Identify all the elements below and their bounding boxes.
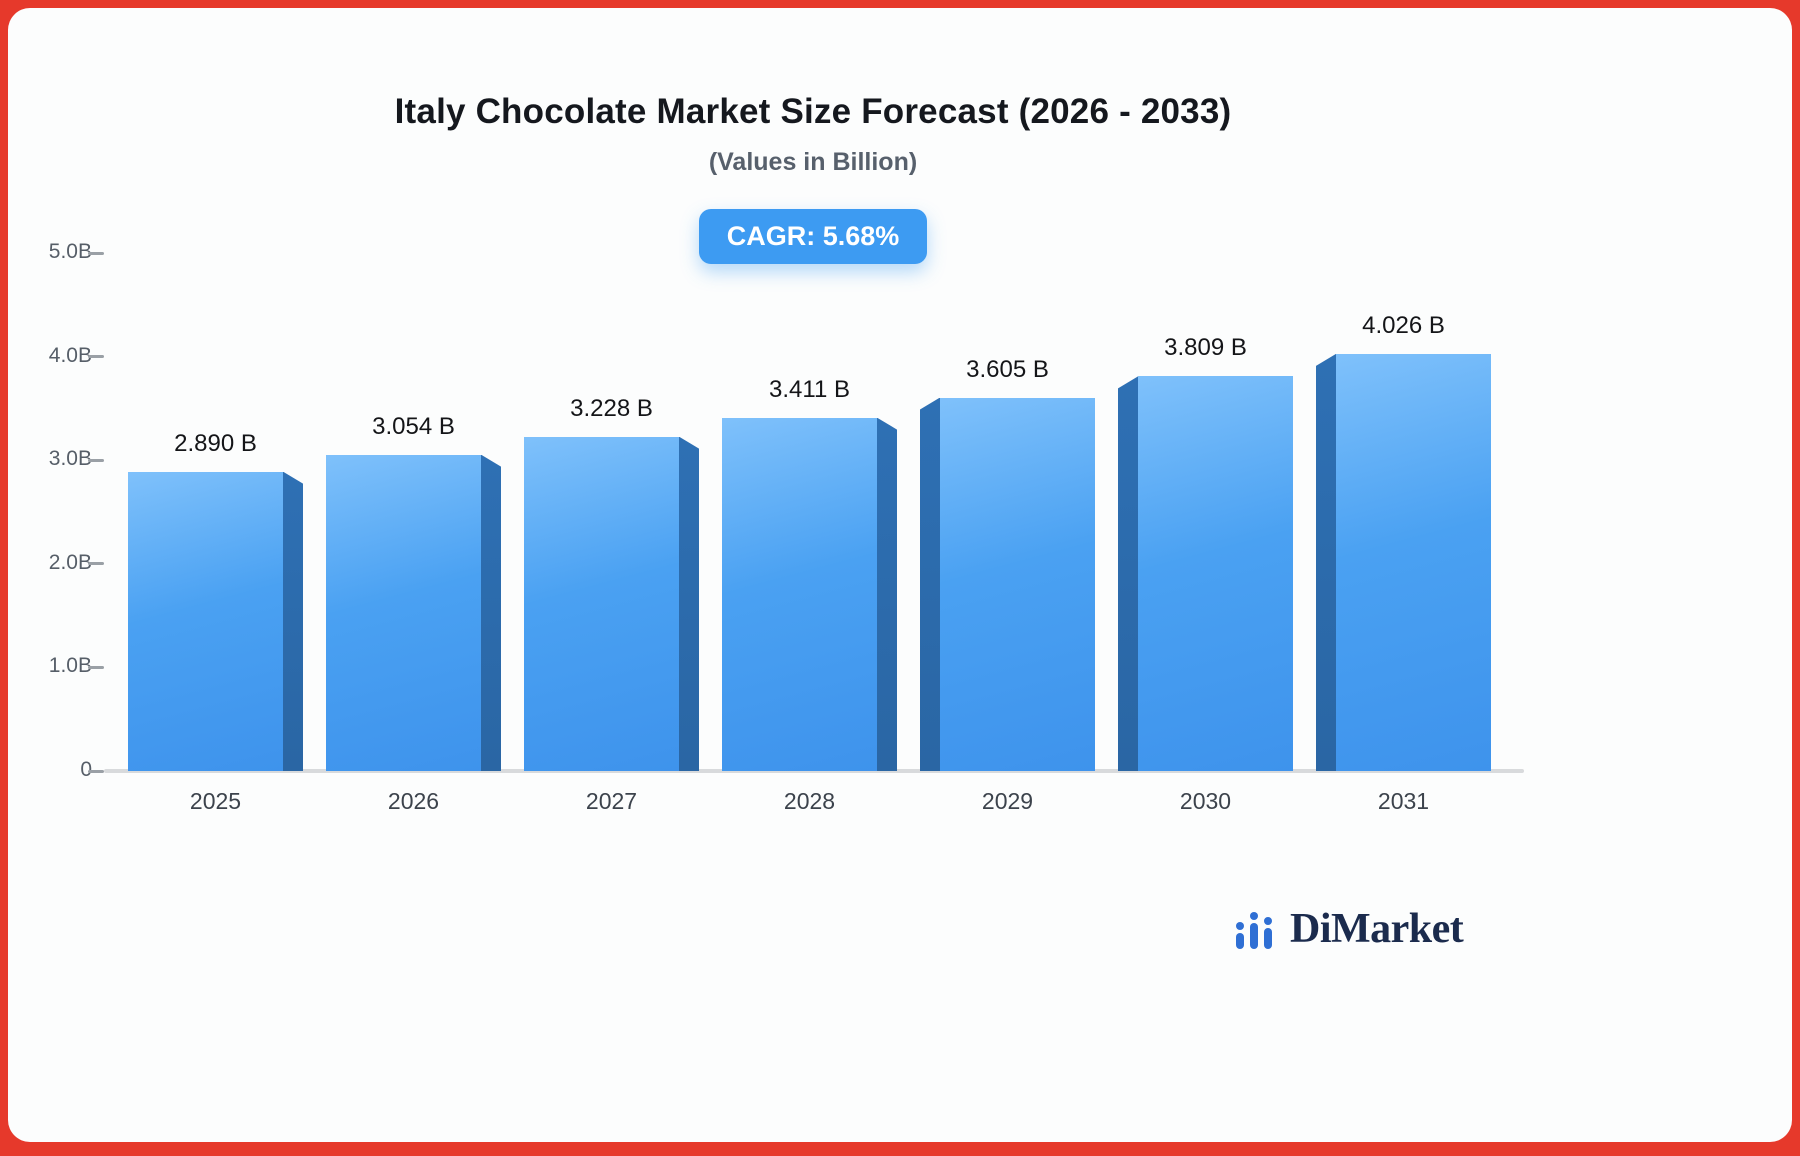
logo-text: DiMarket: [1290, 906, 1464, 952]
bar-side-shade: [481, 454, 501, 771]
bar-face: [128, 471, 283, 771]
bar: [128, 471, 303, 771]
y-axis-tick-label: 1.0B: [48, 654, 92, 678]
bar: [1118, 376, 1293, 771]
y-axis-tick-label: 3.0B: [48, 447, 92, 471]
bar-chart: 5.0B 4.0B 3.0B 2.0B 1.0B 0 2.890 B 2025 3.054 B 2…: [8, 8, 1792, 1142]
bar: [524, 436, 699, 771]
x-axis-label: 2027: [585, 788, 638, 814]
bar-value-label: 3.411 B: [769, 375, 850, 403]
bar-face: [940, 397, 1095, 771]
chart-card: Italy Chocolate Market Size Forecast (20…: [8, 8, 1792, 1142]
y-axis-tick-mark: [88, 665, 104, 669]
bar-value-label: 3.809 B: [1164, 334, 1247, 362]
bar-value-label: 3.228 B: [570, 394, 653, 422]
x-axis-label: 2029: [981, 788, 1034, 814]
chart-subtitle: (Values in Billion): [708, 148, 918, 176]
bar-side-shade: [920, 397, 940, 771]
bar-side-shade: [679, 436, 699, 771]
cagr-badge-row: CAGR: 5.68%: [8, 209, 1618, 264]
y-axis-tick-label: 2.0B: [48, 550, 92, 574]
bar-face: [524, 436, 679, 771]
x-axis-label: 2028: [783, 788, 836, 814]
y-axis-tick-label: 5.0B: [48, 240, 92, 263]
x-axis-line: [104, 769, 1524, 773]
x-axis-label: 2031: [1377, 788, 1430, 814]
bar-value-label: 4.026 B: [1362, 311, 1445, 339]
bar-face: [1138, 376, 1293, 771]
bar-side-shade: [283, 471, 303, 771]
x-axis-label: 2030: [1179, 788, 1232, 814]
bar-value-label: 2.890 B: [174, 429, 257, 457]
chart-header: Italy Chocolate Market Size Forecast (20…: [8, 92, 1618, 264]
bar-side-shade: [877, 417, 897, 771]
bar-side-shade: [1118, 376, 1138, 771]
y-axis-tick-label: 4.0B: [48, 343, 92, 367]
y-axis-tick-mark: [88, 251, 104, 255]
bar-value-label: 3.054 B: [372, 412, 455, 440]
bar: [326, 454, 501, 771]
bar-chart-icon: [1236, 912, 1272, 949]
y-axis-tick-mark: [88, 562, 104, 566]
dimarket-logo: DiMarket: [1232, 905, 1464, 953]
bar-face: [1336, 353, 1491, 771]
y-axis-tick-mark: [88, 458, 104, 462]
bar: [1316, 353, 1491, 771]
y-axis-tick-mark: [88, 769, 104, 773]
bar-value-label: 3.605 B: [966, 355, 1049, 383]
chart-title: Italy Chocolate Market Size Forecast (20…: [394, 92, 1232, 131]
y-axis-tick-mark: [88, 355, 104, 359]
x-axis-label: 2026: [387, 788, 440, 814]
bar: [722, 417, 897, 771]
cagr-badge: CAGR: 5.68%: [698, 209, 928, 264]
bar-face: [326, 454, 481, 771]
bar: [920, 397, 1095, 771]
x-axis-label: 2025: [189, 788, 242, 814]
bar-face: [722, 417, 877, 771]
y-axis-tick-label: 0: [80, 758, 92, 781]
bar-side-shade: [1316, 353, 1336, 771]
